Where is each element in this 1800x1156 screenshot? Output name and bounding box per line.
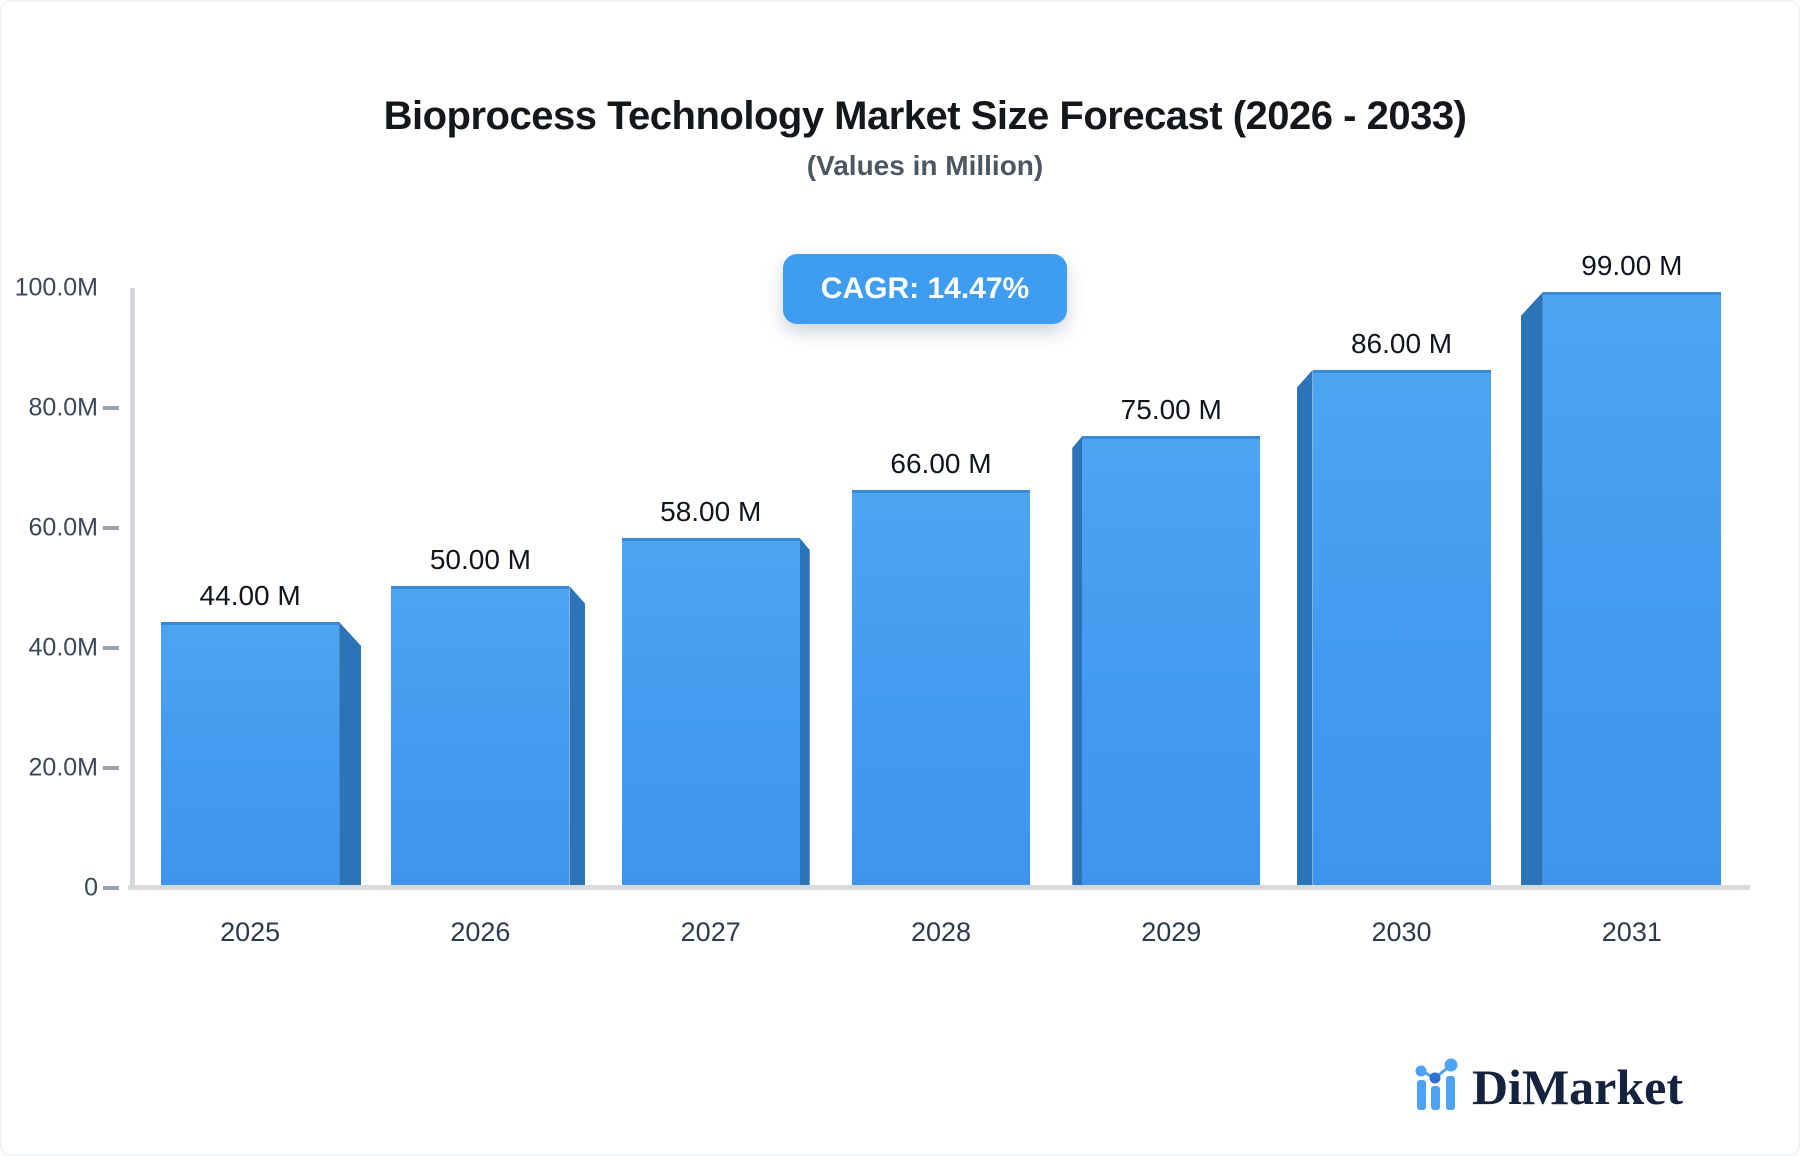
y-tick-label: 80.0M: [28, 393, 98, 422]
plot-area: 44.00 M 2025 50.00 M 2026 58.00 M 2027 66.00 M…: [135, 250, 1747, 947]
y-tick-label: 20.0M: [28, 753, 98, 782]
bar-value-label-2030: 86.00 M: [1350, 328, 1453, 359]
bar-face-2025: [161, 622, 340, 886]
bar-slot-2025: 44.00 M 2025: [135, 288, 365, 947]
y-tick-mark: [103, 406, 119, 410]
bar-2030: [1296, 370, 1491, 886]
bar-value-label-2031: 99.00 M: [1581, 250, 1683, 281]
x-axis-label-2026: 2026: [450, 917, 511, 947]
y-tick-mark: [103, 526, 119, 530]
x-axis-label-2030: 2030: [1371, 917, 1432, 947]
chart-title: Bioprocess Technology Market Size Foreca…: [383, 94, 1467, 138]
y-tick-mark: [103, 646, 119, 650]
bar-3d-side-2031: [1520, 292, 1543, 886]
x-axis-label-2027: 2027: [680, 917, 741, 947]
bar-slot-2027: 58.00 M 2027: [596, 288, 826, 947]
dimarket-logo: DiMarket: [1414, 1058, 1683, 1112]
y-tick-label: 60.0M: [28, 513, 98, 542]
bar-chart: 100.0M 80.0M 60.0M 40.0M 20.0M 0 44.00 M 2025 5…: [2, 250, 1800, 947]
y-tick-label: 0: [84, 873, 98, 902]
y-tick-mark: [103, 886, 119, 890]
x-axis-label-2031: 2031: [1601, 917, 1662, 947]
bar-value-label-2025: 44.00 M: [199, 580, 301, 611]
bar-value-label-2026: 50.00 M: [429, 544, 532, 575]
x-axis-label-2025: 2025: [220, 917, 281, 947]
bar-slot-2029: 75.00 M 2029: [1056, 288, 1286, 947]
bar-value-label-2028: 66.00 M: [890, 448, 992, 479]
bar-3d-side-2026: [569, 586, 586, 886]
bar-value-label-2029: 75.00 M: [1120, 394, 1222, 425]
bar-3d-side-2027: [799, 538, 810, 886]
bar-2025: [161, 622, 362, 886]
bar-3d-side-2030: [1296, 370, 1313, 886]
bar-face-2028: [851, 490, 1030, 886]
y-axis-line: [130, 288, 135, 888]
bar-3d-side-2025: [339, 622, 362, 886]
logo-text: DiMarket: [1471, 1059, 1683, 1115]
cagr-badge-container: CAGR: 14.47%: [52, 254, 1798, 324]
bar-slot-2030: 86.00 M 2030: [1286, 288, 1516, 947]
bar-value-label-2027: 58.00 M: [660, 496, 762, 527]
bar-2027: [621, 538, 810, 886]
y-tick-label: 100.0M: [14, 273, 98, 302]
chart-subtitle: (Values in Million): [806, 150, 1044, 181]
bar-face-2030: [1312, 370, 1491, 886]
bar-slot-2026: 50.00 M 2026: [365, 288, 595, 947]
y-tick-mark: [103, 766, 119, 770]
x-axis-label-2029: 2029: [1141, 917, 1202, 947]
y-tick-label: 40.0M: [28, 633, 98, 662]
bar-2029: [1072, 436, 1261, 886]
bar-3d-side-2029: [1072, 436, 1083, 886]
cagr-badge: CAGR: 14.47%: [782, 254, 1068, 324]
x-axis-line: [128, 885, 1750, 890]
bar-face-2031: [1542, 292, 1721, 886]
bar-2028: [851, 490, 1030, 886]
bar-face-2029: [1082, 436, 1261, 886]
bar-chart-logo-icon: [1415, 1058, 1458, 1110]
bar-face-2026: [391, 586, 570, 886]
bar-2026: [391, 586, 586, 886]
bar-slot-2028: 66.00 M 2028: [826, 288, 1056, 947]
bar-slot-2031: 99.00 M 2031: [1517, 250, 1747, 947]
bar-2031: [1520, 292, 1721, 886]
x-axis-label-2028: 2028: [910, 917, 972, 947]
bar-face-2027: [621, 538, 800, 886]
